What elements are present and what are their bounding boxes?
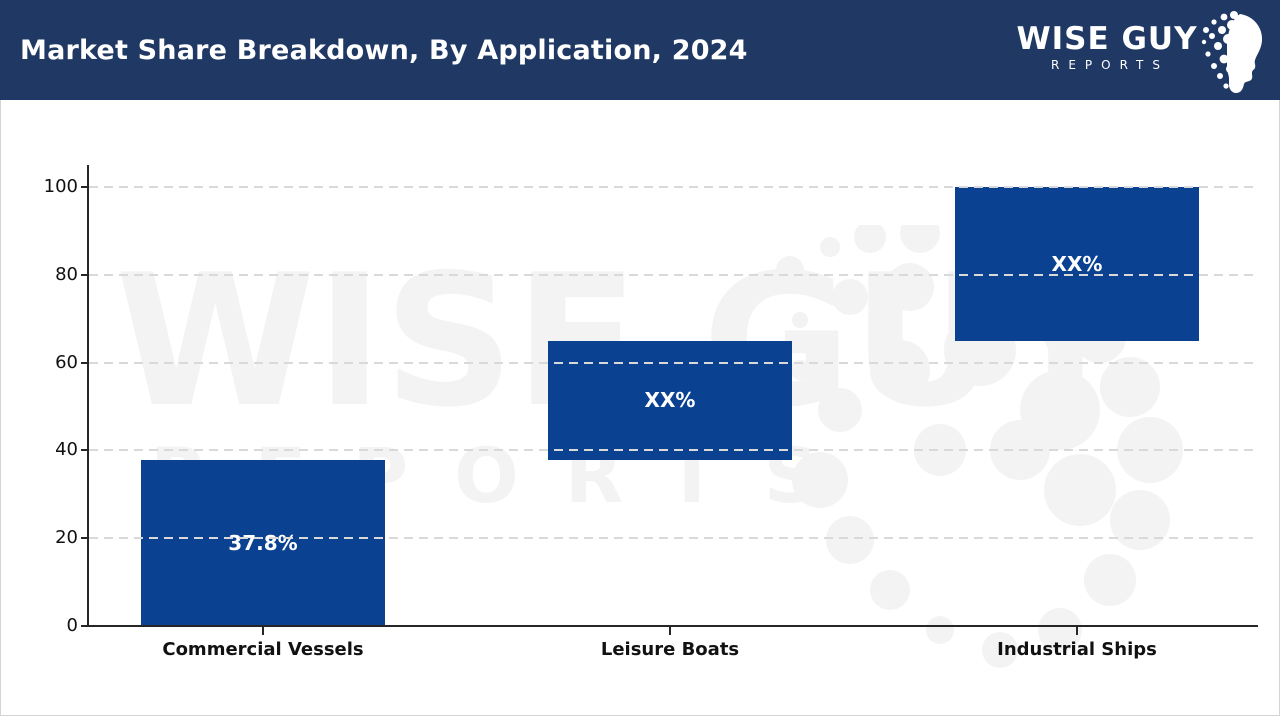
logo-wordmark: WISE GUY [1016,21,1198,57]
gridline-40 [89,449,1253,452]
x-tick-3 [1076,627,1078,635]
x-category-label: Commercial Vessels [162,639,364,660]
bar-leisure-boats: XX% [548,340,792,461]
y-tick-label: 0 [66,615,78,636]
y-tick-label: 80 [55,263,78,285]
x-category-label: Industrial Ships [997,639,1157,660]
bar-value-label: 37.8% [228,531,298,556]
header: Market Share Breakdown, By Application, … [0,0,1280,100]
y-axis-line [87,165,89,627]
y-tick-label: 60 [55,351,78,373]
gridline-100 [89,186,1253,188]
x-axis-line [87,625,1258,627]
y-tick-20 [81,537,88,540]
x-tick-1 [262,627,264,635]
x-category-label: Leisure Boats [600,639,740,660]
bar-industrial-ships: XX% [955,187,1199,341]
y-tick-label: 20 [55,527,78,549]
wiseguy-logo-text: WISE GUY REPORTS [1012,22,1202,72]
bar-value-label: XX% [644,388,696,413]
gridline-60 [89,361,1253,364]
y-tick-60 [81,361,88,364]
x-tick-2 [669,627,671,635]
gridline-80 [89,273,1253,276]
y-tick-label: 100 [43,176,78,197]
bar-commercial-vessels: 37.8% [141,460,385,626]
y-tick-40 [81,449,88,452]
wiseguy-logo: WISE GUY REPORTS [1012,8,1263,94]
gridline-20 [89,537,1253,540]
y-tick-80 [81,273,88,276]
y-tick-0 [81,625,88,627]
y-tick-100 [81,186,88,188]
chart-title: Market Share Breakdown, By Application, … [20,34,748,66]
wiseguy-logo-head-icon [1201,11,1263,93]
logo-subtitle: REPORTS [1050,58,1169,72]
y-tick-label: 40 [55,439,78,461]
bar-value-label: XX% [1051,251,1103,276]
